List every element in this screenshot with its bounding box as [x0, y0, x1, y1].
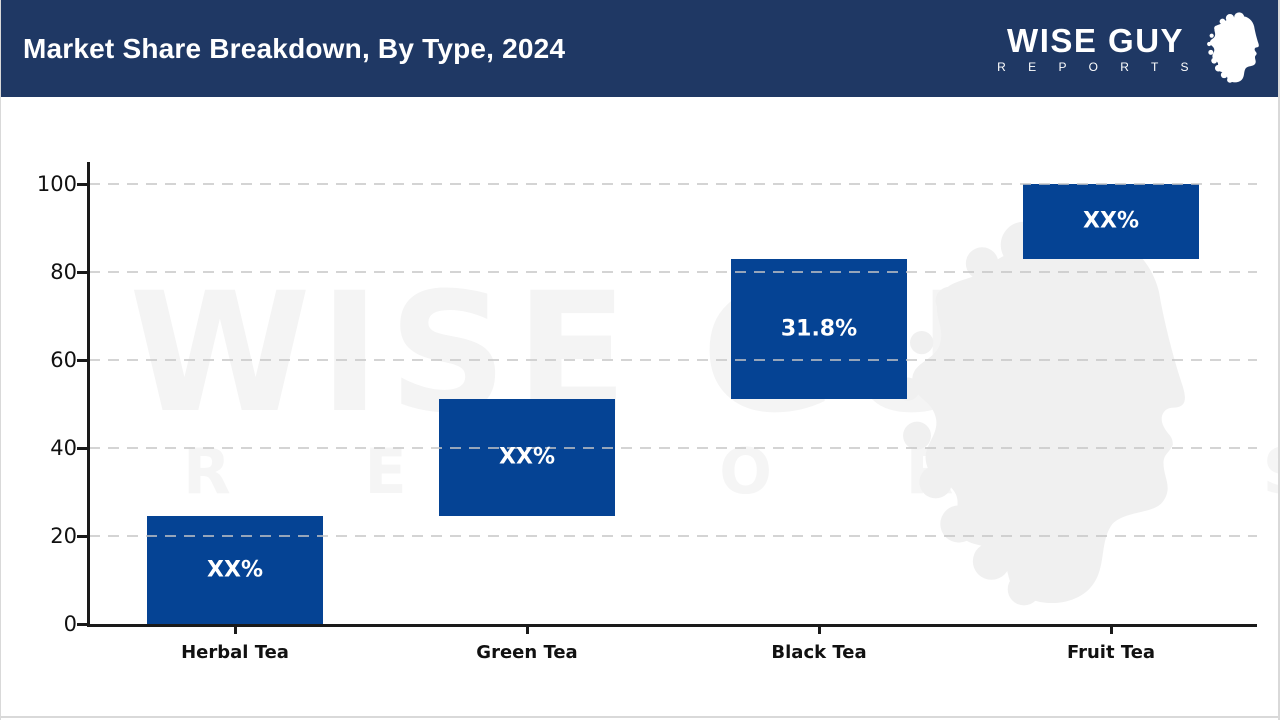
- gridline: [89, 183, 1257, 185]
- y-tick-mark: [77, 446, 89, 450]
- y-tick-mark: [77, 358, 89, 362]
- x-tick-mark: [525, 625, 529, 634]
- x-category-label: Green Tea: [476, 642, 578, 663]
- chart-area: WISE GUY R E P O R T S 0 20 40 60 80 100 XX% He…: [1, 97, 1278, 717]
- logo-title: WISE GUY: [1007, 21, 1185, 59]
- bar-value-label: XX%: [1083, 208, 1139, 234]
- chart-title: Market Share Breakdown, By Type, 2024: [23, 32, 566, 64]
- y-tick-label: 60: [50, 348, 77, 372]
- y-tick-mark: [77, 182, 89, 186]
- y-tick-mark: [77, 534, 89, 538]
- x-category-label: Fruit Tea: [1066, 642, 1156, 663]
- bar-fruit-tea: [1023, 184, 1199, 259]
- x-category-label: Black Tea: [771, 642, 867, 663]
- logo-head-icon: [1207, 11, 1259, 83]
- logo-wordmark: WISE GUY R E P O R T S: [993, 24, 1198, 74]
- bar-black-tea: [731, 258, 907, 399]
- y-tick-mark: [77, 622, 89, 626]
- gridline: [89, 359, 1257, 361]
- bar-value-label: XX%: [207, 557, 263, 583]
- logo-subtitle: R E P O R T S: [997, 59, 1198, 74]
- y-tick-label: 40: [50, 436, 77, 460]
- y-tick-mark: [77, 270, 89, 274]
- x-tick-mark: [1109, 625, 1113, 634]
- bar-green-tea: [439, 398, 615, 516]
- x-axis-line: [87, 624, 1257, 627]
- x-tick-mark: [233, 625, 237, 634]
- bar-value-label: 31.8%: [780, 316, 858, 342]
- y-tick-label: 0: [63, 612, 77, 636]
- x-tick-mark: [817, 625, 821, 634]
- y-axis-line: [87, 162, 90, 627]
- bottom-rule: [1, 716, 1278, 718]
- gridline: [89, 535, 1257, 537]
- bar-herbal-tea: [147, 515, 323, 624]
- y-tick-label: 80: [50, 260, 77, 284]
- gridline: [89, 447, 1257, 449]
- gridline: [89, 271, 1257, 273]
- x-category-label: Herbal Tea: [181, 642, 289, 663]
- y-tick-label: 20: [50, 524, 77, 548]
- y-tick-label: 100: [36, 172, 77, 196]
- header: Market Share Breakdown, By Type, 2024 WI…: [1, 0, 1278, 97]
- watermark-head-icon: [896, 217, 1185, 606]
- wise-guy-logo: WISE GUY R E P O R T S: [993, 11, 1260, 87]
- bar-value-label: XX%: [499, 444, 555, 470]
